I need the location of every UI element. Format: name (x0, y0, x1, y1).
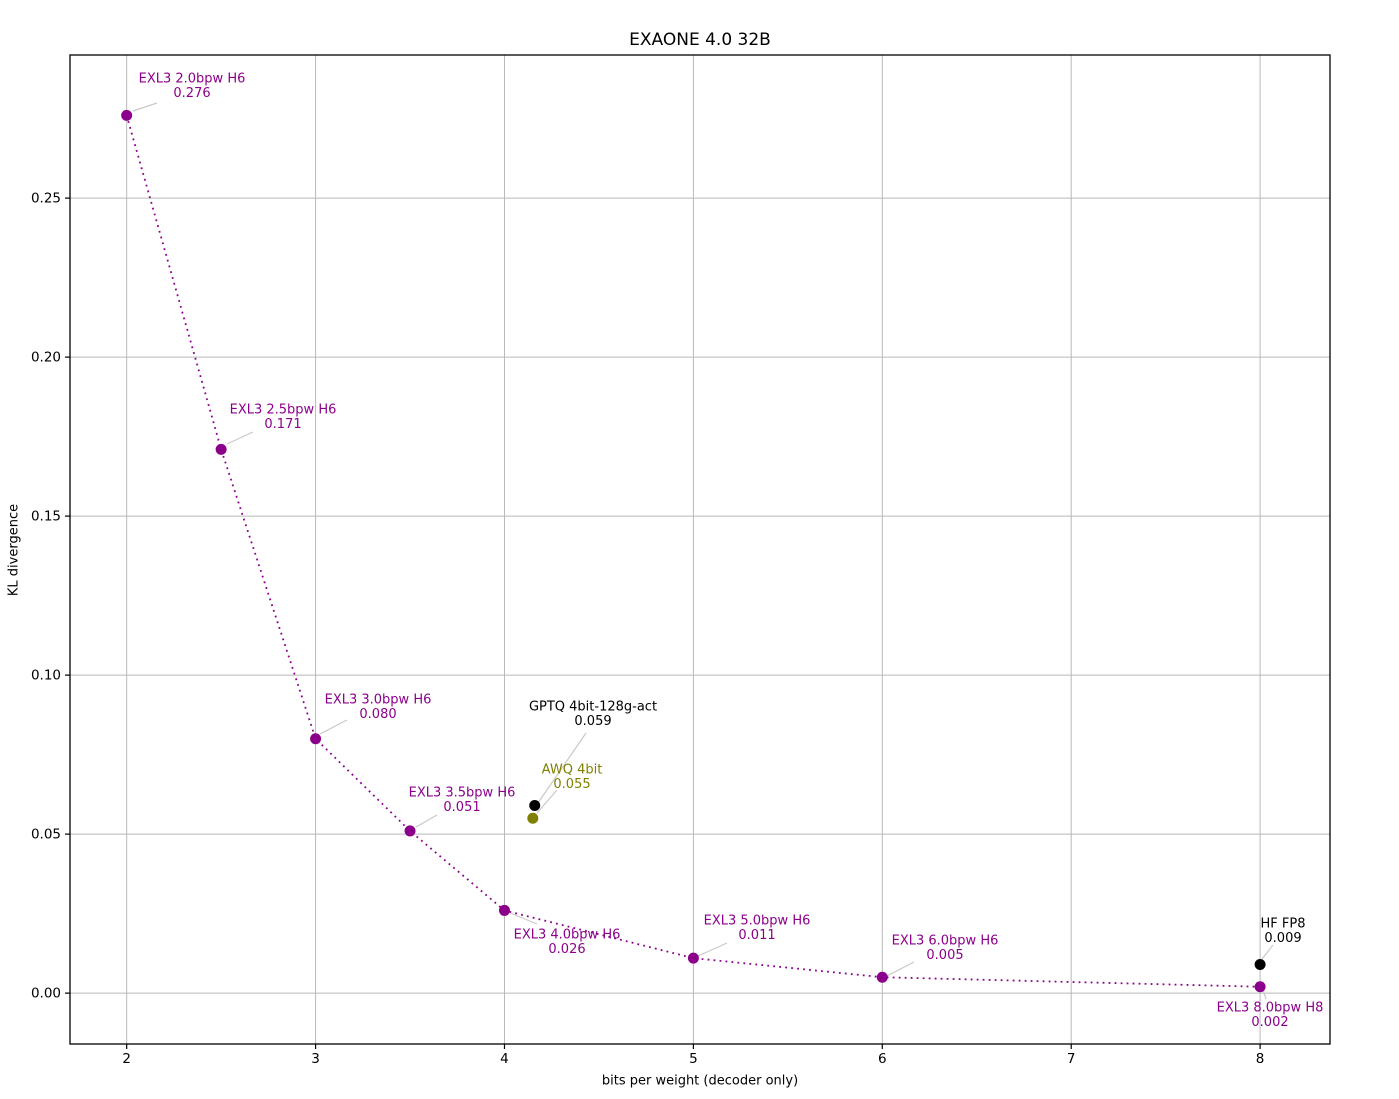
annotation-leader-line (132, 102, 158, 112)
data-point (876, 971, 888, 983)
x-tick-label: 7 (1067, 1051, 1076, 1067)
annotation-label: EXL3 5.0bpw H6 0.011 (704, 914, 811, 944)
annotation-leader-line (507, 911, 538, 925)
annotation-label: EXL3 3.5bpw H6 0.051 (409, 786, 516, 816)
annotation-leader-line (226, 431, 254, 445)
annotation-label: HF FP8 0.009 (1261, 917, 1306, 947)
x-tick-label: 6 (878, 1051, 887, 1067)
data-point (215, 443, 227, 455)
annotation-leader-line (537, 732, 587, 804)
series-dotted-line (125, 115, 1261, 988)
annotation-leader-line (886, 961, 915, 977)
annotation-label: GPTQ 4bit-128g-act 0.059 (529, 700, 657, 730)
data-point (1254, 981, 1266, 993)
x-tick-label: 5 (689, 1051, 698, 1067)
annotation-label: EXL3 6.0bpw H6 0.005 (892, 934, 999, 964)
data-point (121, 109, 133, 121)
annotation-leader-line (536, 789, 558, 814)
data-point (310, 733, 322, 745)
axes-box (69, 54, 1331, 1045)
annotation-label: EXL3 2.5bpw H6 0.171 (230, 403, 337, 433)
annotation-leader-line (1261, 944, 1274, 960)
annotation-leader-line (415, 814, 438, 828)
annotation-leader-line (697, 942, 728, 957)
annotation-label: EXL3 4.0bpw H6 0.026 (514, 928, 621, 958)
annotation-label: AWQ 4bit 0.055 (542, 763, 603, 793)
x-axis-title: bits per weight (decoder only) (601, 1073, 799, 1089)
chart-title: EXAONE 4.0 32B (629, 30, 771, 50)
annotation-label: EXL3 3.0bpw H6 0.080 (325, 693, 432, 723)
y-tick-label: 0.20 (31, 350, 61, 366)
y-tick-label: 0.00 (31, 986, 61, 1002)
y-axis-title: KL divergence (6, 503, 22, 597)
y-tick-label: 0.10 (31, 668, 61, 684)
y-tick-label: 0.15 (31, 509, 61, 525)
annotation-label: EXL3 2.0bpw H6 0.276 (139, 72, 246, 102)
annotation-leader-line (319, 719, 348, 735)
data-point (687, 952, 699, 964)
data-point (404, 825, 416, 837)
x-tick-label: 3 (311, 1051, 320, 1067)
data-point (498, 904, 510, 916)
annotation-label: EXL3 8.0bpw H8 0.002 (1217, 1001, 1324, 1031)
x-tick-label: 4 (500, 1051, 509, 1067)
data-point (529, 799, 541, 811)
data-point (1254, 958, 1266, 970)
x-tick-label: 2 (122, 1051, 131, 1067)
data-point (527, 812, 539, 824)
x-tick-label: 8 (1256, 1051, 1265, 1067)
y-tick-label: 0.25 (31, 191, 61, 207)
y-tick-label: 0.05 (31, 827, 61, 843)
